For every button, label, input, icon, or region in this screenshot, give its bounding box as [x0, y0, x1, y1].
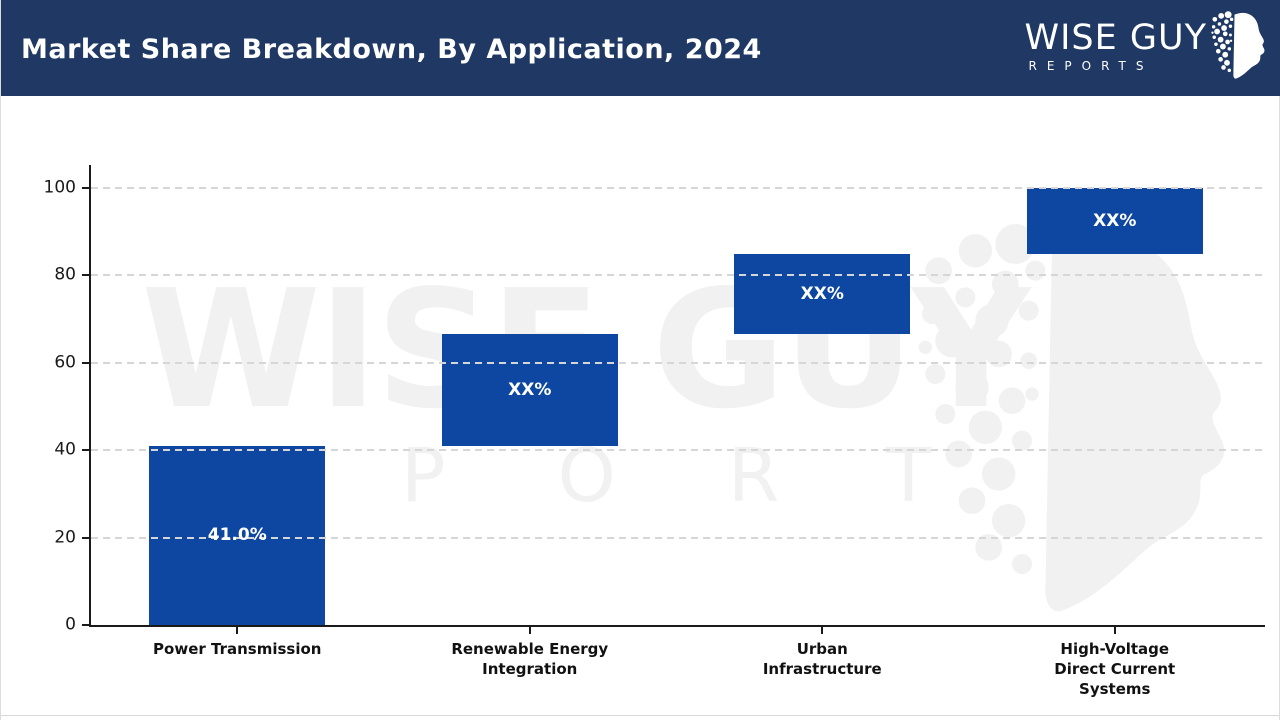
- bottom-border-line: [1, 715, 1279, 716]
- y-tick-mark: [82, 361, 90, 364]
- y-tick-label: 20: [54, 527, 76, 548]
- x-tick-mark: [1113, 626, 1116, 634]
- category-label: Urban Infrastructure: [762, 640, 882, 678]
- wiseguy-logo-text: WISE GUY REPORTS: [1024, 19, 1207, 73]
- value-label: XX%: [1093, 210, 1137, 231]
- y-tick-label: 100: [43, 177, 76, 198]
- category-label: Power Transmission: [153, 640, 322, 658]
- category-label: Renewable Energy Integration: [451, 640, 609, 678]
- bar-1: 41.0%: [149, 445, 326, 625]
- logo-wise-guy-label: WISE GUY: [1024, 18, 1207, 58]
- watermark-head-profile: [918, 224, 1225, 612]
- gridline-40: [91, 449, 1265, 452]
- bar-2: XX%: [441, 334, 618, 446]
- y-tick-mark: [82, 449, 90, 452]
- value-label: XX%: [800, 283, 844, 304]
- x-tick-mark: [821, 626, 824, 634]
- y-tick-label: 0: [65, 614, 76, 635]
- x-tick-mark: [528, 626, 531, 634]
- y-tick-mark: [82, 624, 90, 626]
- gridline-60: [91, 361, 1265, 364]
- y-axis-spine: [89, 165, 91, 625]
- page-title: Market Share Breakdown, By Application, …: [21, 34, 762, 65]
- y-tick-label: 40: [54, 439, 76, 460]
- x-axis-spine: [89, 625, 1265, 627]
- y-tick-mark: [82, 274, 90, 277]
- bar-4: XX%: [1026, 188, 1203, 254]
- value-label: XX%: [508, 380, 552, 401]
- header-band: Market Share Breakdown, By Application, …: [1, 0, 1280, 96]
- y-tick-mark: [82, 536, 90, 539]
- x-tick-mark: [236, 626, 239, 634]
- gridline-100: [91, 187, 1265, 189]
- logo-reports-label: REPORTS: [1028, 59, 1154, 73]
- bar-3: XX%: [734, 253, 911, 335]
- y-tick-mark: [82, 187, 90, 189]
- wiseguy-logo: WISE GUY REPORTS: [1024, 6, 1267, 86]
- gridline-80: [91, 274, 1265, 277]
- dotted-head-profile-icon: [1211, 11, 1265, 79]
- plot-area: 0 20 40 60 80 100 41.0% Power Transmission XX% Re…: [44, 165, 1265, 698]
- y-tick-label: 60: [54, 352, 76, 373]
- y-tick-label: 80: [54, 264, 76, 285]
- category-label: High-Voltage Direct Current Systems: [1054, 640, 1176, 698]
- value-label: 41.0%: [207, 525, 267, 546]
- gridline-20: [91, 536, 1265, 539]
